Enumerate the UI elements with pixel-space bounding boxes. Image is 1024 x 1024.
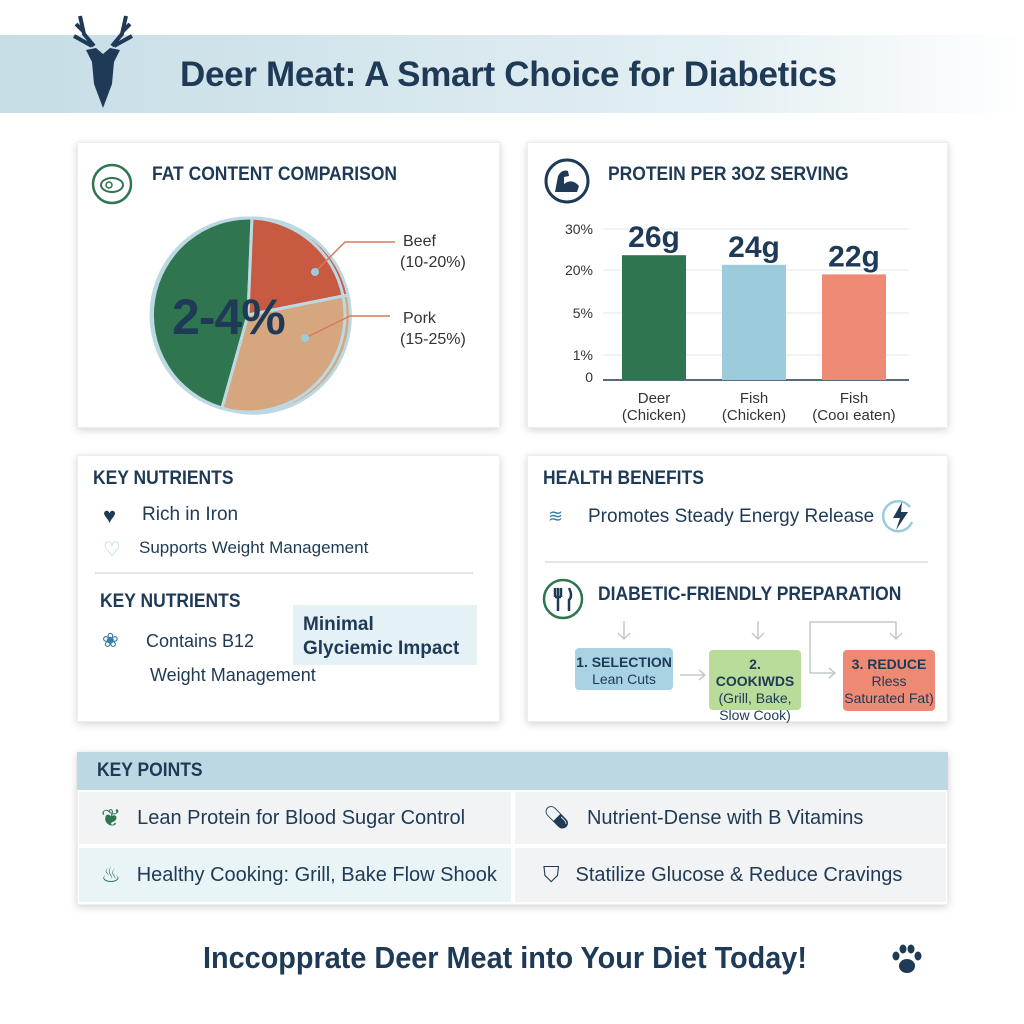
call-to-action: Inccopprate Deer Meat into Your Diet Tod… bbox=[203, 940, 807, 975]
y-tick-label: 0 bbox=[585, 369, 593, 385]
bar-2 bbox=[822, 274, 886, 380]
nutrient-item: Supports Weight Management bbox=[139, 538, 369, 557]
prep-title: DIABETIC-FRIENDLY PREPARATION bbox=[598, 584, 902, 605]
y-tick-label: 30% bbox=[565, 221, 593, 237]
shield-icon: ⛉ bbox=[543, 862, 560, 887]
flexed-arm-icon bbox=[544, 158, 590, 204]
beef-label: Beef bbox=[403, 233, 436, 250]
key-point: ❦ Lean Protein for Blood Sugar Control bbox=[79, 792, 511, 844]
brain-icon: ❀ bbox=[102, 630, 119, 652]
protein-title: PROTEIN PER 3OZ SERVING bbox=[608, 164, 849, 185]
heart-icon: ♥ bbox=[103, 503, 117, 528]
beef-range: (10-20%) bbox=[400, 254, 466, 271]
fat-title: FAT CONTENT COMPARISON bbox=[152, 164, 398, 185]
capsule-icon: 💊︎ bbox=[543, 805, 571, 830]
deer-head-icon bbox=[73, 15, 133, 108]
pork-label: Pork bbox=[403, 310, 436, 327]
x-tick-label: Fish bbox=[840, 390, 868, 407]
pork-range: (15-25%) bbox=[400, 331, 466, 348]
divider bbox=[545, 561, 928, 563]
nutrient-item: Rich in Iron bbox=[142, 504, 239, 525]
steak-icon bbox=[91, 163, 133, 205]
y-tick-label: 5% bbox=[573, 305, 593, 321]
header-band bbox=[0, 35, 1024, 113]
paw-print-icon bbox=[892, 944, 922, 973]
x-tick-label: (Cooı eaten) bbox=[812, 407, 895, 424]
nutrients-title-2: KEY NUTRIENTS bbox=[100, 591, 241, 612]
page-title: Deer Meat: A Smart Choice for Diabetics bbox=[180, 55, 837, 94]
x-tick-label: Deer bbox=[638, 390, 671, 407]
x-tick-label: (Chicken) bbox=[622, 407, 686, 424]
bar-value-label: 26g bbox=[628, 221, 680, 254]
y-tick-label: 1% bbox=[573, 347, 593, 363]
energy-waves-icon: ≋ bbox=[548, 506, 564, 526]
x-tick-label: (Chicken) bbox=[722, 407, 786, 424]
fork-knife-icon bbox=[542, 578, 584, 620]
deer-fat-label: 2-4% bbox=[172, 289, 286, 345]
bar-value-label: 24g bbox=[728, 231, 780, 264]
x-tick-label: Fish bbox=[740, 390, 768, 407]
divider bbox=[95, 572, 473, 574]
y-tick-label: 20% bbox=[565, 262, 593, 278]
step-reduce: 3. REDUCE Rless Saturated Fat) bbox=[843, 650, 935, 711]
key-points-header: KEY POINTS bbox=[77, 752, 948, 790]
key-point: ♨ Healthy Cooking: Grill, Bake Flow Shook bbox=[79, 848, 511, 902]
nutrient-item: Weight Management bbox=[150, 665, 316, 685]
leaf-icon: ❦ bbox=[101, 804, 122, 832]
protein-bar-chart: 30%20%5%1%026gDeer(Chicken)24gFish(Chick… bbox=[565, 221, 909, 424]
heart-outline-icon: ♡ bbox=[103, 539, 121, 561]
glycemic-callout: Minimal Glyciemic Impact bbox=[293, 605, 477, 665]
benefits-title: HEALTH BENEFITS bbox=[543, 468, 704, 489]
nutrient-item: Contains B12 bbox=[146, 631, 255, 651]
lightning-icon bbox=[882, 500, 914, 533]
key-point: ⛉ Statilize Glucose & Reduce Cravings bbox=[515, 848, 946, 902]
flame-icon: ♨ bbox=[101, 862, 121, 887]
nutrients-card bbox=[77, 455, 500, 722]
bar-0 bbox=[622, 255, 686, 380]
flow-arrows bbox=[617, 621, 903, 681]
bar-1 bbox=[722, 264, 786, 380]
bar-value-label: 22g bbox=[828, 240, 880, 273]
step-cooking: 2. COOKIWDS (Grill, Bake, Slow Cook) bbox=[709, 650, 801, 723]
key-point: 💊︎ Nutrient-Dense with B Vitamins bbox=[515, 792, 946, 844]
benefit-item: Promotes Steady Energy Release bbox=[588, 506, 875, 527]
fat-pie-chart bbox=[149, 216, 395, 415]
nutrients-title: KEY NUTRIENTS bbox=[93, 468, 234, 489]
step-selection: 1. SELECTION Lean Cuts bbox=[575, 648, 673, 690]
